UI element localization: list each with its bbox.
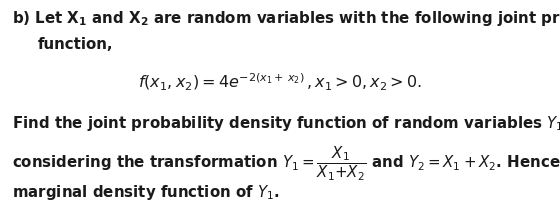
- Text: $f(x_1,x_2) = 4e^{-2(x_1+\, x_2)}\,,x_1>0,x_2>0.$: $f(x_1,x_2) = 4e^{-2(x_1+\, x_2)}\,,x_1>…: [138, 72, 422, 93]
- Text: considering the transformation $Y_1 = \dfrac{X_1}{X_1{+}X_2}$ and $Y_2 = X_1 + X: considering the transformation $Y_1 = \d…: [12, 144, 560, 183]
- Text: marginal density function of $Y_1$.: marginal density function of $Y_1$.: [12, 183, 280, 202]
- Text: Find the joint probability density function of random variables $Y_1$ and $Y_2$ : Find the joint probability density funct…: [12, 114, 560, 133]
- Text: b) Let $\mathbf{X_1}$ and $\mathbf{X_2}$ are random variables with the following: b) Let $\mathbf{X_1}$ and $\mathbf{X_2}$…: [12, 9, 560, 28]
- Text: function,: function,: [38, 37, 114, 52]
